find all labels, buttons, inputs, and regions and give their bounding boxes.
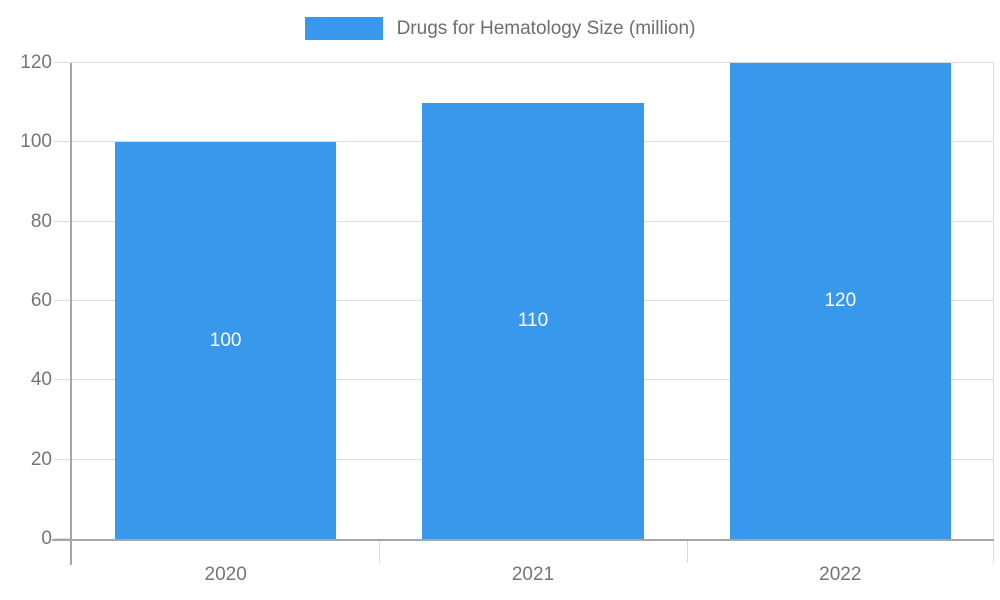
bar-value-label: 120 [824,290,857,311]
legend-swatch [304,17,383,40]
y-axis-line [70,63,72,565]
y-axis-tick [54,141,72,143]
y-tick-label: 100 [20,131,52,153]
y-tick-label: 20 [30,448,52,470]
y-tick-label: 40 [30,369,52,391]
x-tick-label: 2022 [819,564,862,585]
legend-label: Drugs for Hematology Size (million) [396,17,696,39]
y-tick-label: 0 [41,528,52,549]
y-axis-tick [54,458,72,460]
x-axis-tick [379,539,381,563]
x-axis-tick [686,539,688,563]
y-tick-label: 120 [20,52,52,73]
x-tick-label: 2020 [204,564,247,585]
bar[interactable] [115,142,337,539]
y-tick-label: 80 [30,210,52,232]
y-axis-tick [54,300,72,301]
y-axis-tick [54,538,72,539]
bar[interactable] [422,102,644,539]
y-axis-tick [54,379,72,381]
bar-value-label: 100 [209,329,242,351]
y-axis-tick [54,220,72,222]
chart-legend[interactable]: Drugs for Hematology Size (million) [0,17,1000,40]
gridline [72,62,994,63]
y-axis-tick [54,62,72,63]
plot-right-border [993,63,994,563]
x-tick-label: 2021 [511,564,555,585]
y-tick-label: 60 [30,290,52,311]
x-axis-line [52,539,994,541]
bar[interactable] [729,63,951,539]
bar-value-label: 110 [517,309,549,331]
